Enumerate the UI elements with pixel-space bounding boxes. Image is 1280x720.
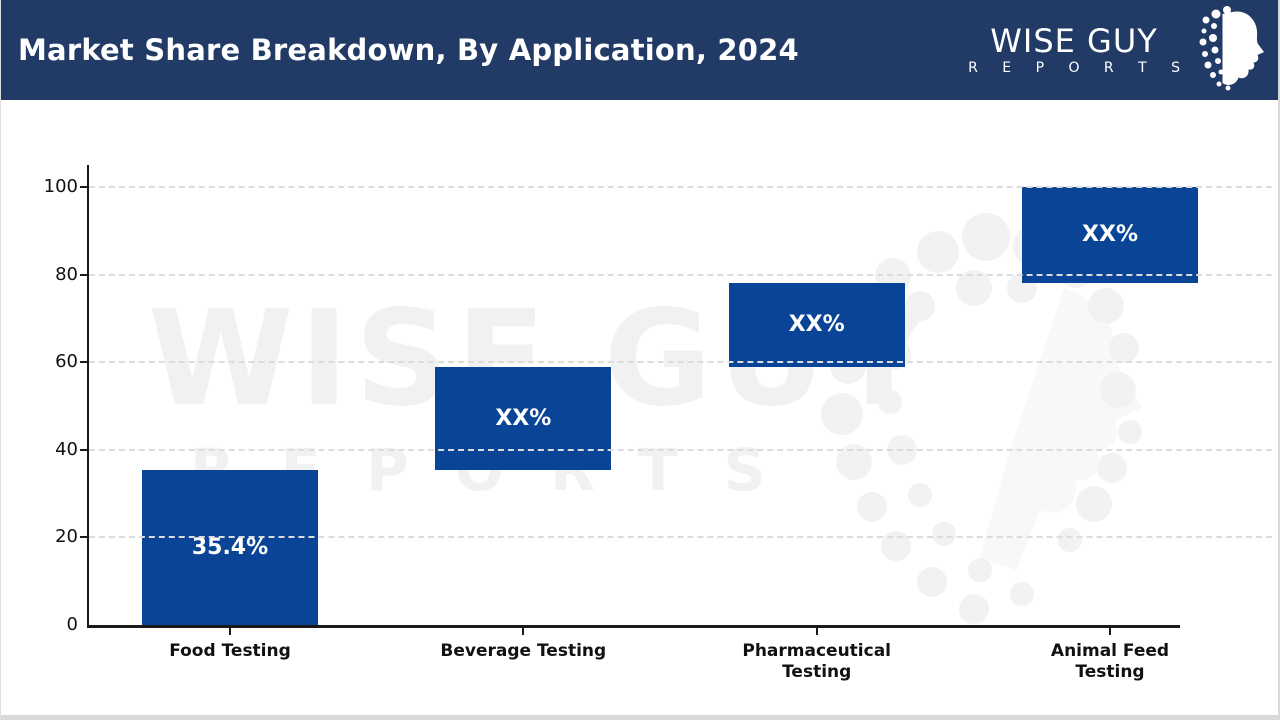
wise-guy-logo: WISE GUY R E P O R T S — [958, 4, 1266, 96]
x-tick-label-line: Food Testing — [169, 641, 291, 661]
bar-value-label: XX% — [495, 405, 552, 431]
y-tick-mark — [80, 361, 89, 364]
y-tick-mark — [80, 273, 89, 276]
bar-segment: 35.4% — [142, 469, 318, 625]
y-tick-label: 0 — [66, 614, 78, 635]
bar-value-label: XX% — [788, 312, 845, 338]
gridline-40 — [89, 448, 1272, 451]
bar-value-label: 35.4% — [191, 534, 269, 560]
gridline-100 — [89, 186, 1272, 188]
y-tick-label: 20 — [55, 526, 78, 548]
gridline-80 — [89, 273, 1272, 276]
y-tick-label: 60 — [55, 351, 78, 373]
x-tick-label-line: Animal Feed — [1050, 641, 1170, 661]
y-tick-mark — [80, 536, 89, 539]
x-tick-label: Beverage Testing — [393, 641, 653, 662]
x-tick-label: Pharmaceutical Testing — [687, 641, 947, 683]
gridline-20 — [89, 536, 1272, 539]
x-tick-label: Food Testing — [100, 641, 360, 662]
logo-name-top: WISE GUY — [990, 22, 1158, 60]
x-tick-mark — [229, 628, 231, 635]
y-tick-label: 100 — [43, 176, 78, 197]
footer-strip — [0, 715, 1280, 720]
page-title: Market Share Breakdown, By Application, … — [18, 33, 799, 67]
logo-text: WISE GUY R E P O R T S — [958, 24, 1190, 76]
header-bar: Market Share Breakdown, By Application, … — [0, 0, 1280, 100]
bar-segment: XX% — [1022, 187, 1198, 283]
y-axis — [87, 165, 89, 627]
y-tick-mark — [80, 448, 89, 451]
x-tick-label-line: Testing — [1075, 662, 1145, 682]
dotted-head-profile-icon — [1194, 4, 1266, 96]
x-tick-mark — [522, 628, 525, 635]
y-tick-mark — [80, 186, 89, 188]
bar-value-label: XX% — [1082, 222, 1138, 248]
bar-segment: XX% — [435, 366, 612, 470]
x-tick-label: Animal Feed Testing — [980, 641, 1240, 683]
x-axis — [87, 625, 1180, 628]
gridline-60 — [89, 361, 1272, 364]
bar-segment: XX% — [728, 282, 905, 367]
x-tick-mark — [815, 628, 818, 635]
x-tick-mark — [1109, 628, 1111, 635]
x-tick-label-line: Beverage Testing — [440, 641, 607, 661]
x-tick-label-line: Pharmaceutical — [742, 641, 892, 661]
logo-name-bottom: R E P O R T S — [968, 60, 1190, 76]
y-tick-label: 80 — [55, 263, 78, 285]
y-tick-label: 40 — [55, 438, 78, 460]
x-tick-label-line: Testing — [782, 662, 852, 682]
